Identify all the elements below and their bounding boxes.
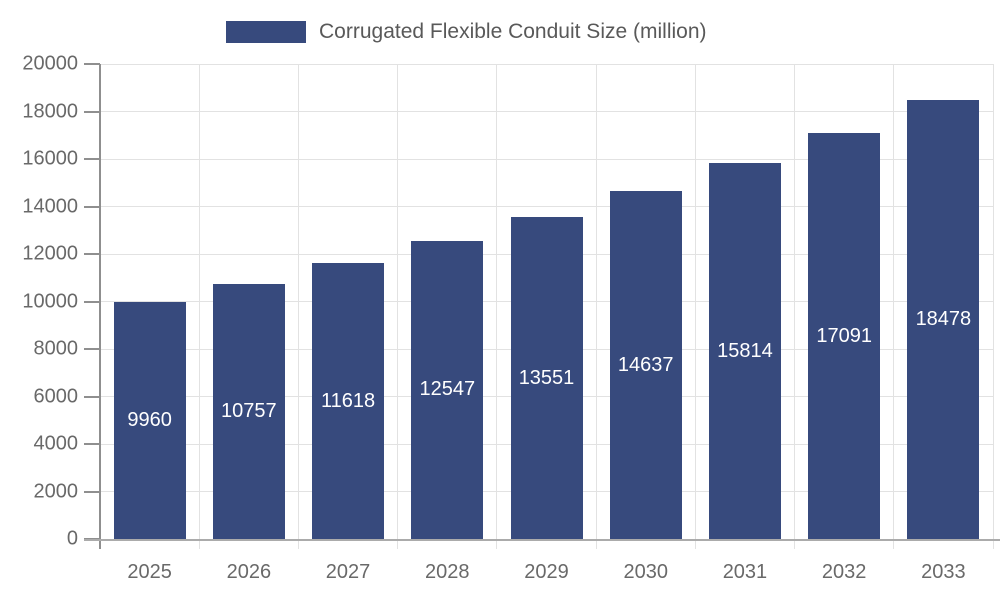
bar: 15814 bbox=[708, 163, 781, 539]
y-axis-tick bbox=[84, 490, 100, 493]
v-gridline bbox=[297, 64, 299, 549]
y-tick-label: 10000 bbox=[22, 290, 78, 312]
bar: 11618 bbox=[312, 263, 385, 539]
x-axis-line bbox=[84, 539, 1000, 541]
y-tick-label: 8000 bbox=[33, 337, 79, 360]
x-tick-label: 2033 bbox=[921, 561, 966, 583]
h-gridline bbox=[100, 158, 993, 160]
bar: 9960 bbox=[113, 302, 186, 539]
y-tick-label: 16000 bbox=[22, 147, 78, 170]
h-gridline bbox=[100, 63, 993, 65]
legend-label: Corrugated Flexible Conduit Size (millio… bbox=[319, 20, 707, 43]
h-gridline bbox=[100, 206, 993, 207]
y-tick-label: 18000 bbox=[22, 100, 78, 122]
y-axis-tick bbox=[84, 348, 100, 350]
x-tick-label: 2029 bbox=[524, 561, 569, 583]
v-gridline bbox=[794, 64, 796, 549]
bar-value-label: 18478 bbox=[915, 308, 972, 331]
y-axis-tick bbox=[84, 158, 100, 160]
y-axis-tick bbox=[84, 443, 100, 445]
bar-value-label: 12547 bbox=[419, 378, 476, 401]
x-tick-label: 2027 bbox=[325, 561, 371, 583]
y-tick-label: 0 bbox=[66, 527, 78, 550]
y-axis-tick bbox=[84, 300, 100, 303]
y-tick-label: 2000 bbox=[33, 480, 79, 502]
bar-value-label: 17091 bbox=[816, 324, 872, 347]
h-gridline bbox=[100, 111, 993, 112]
x-tick-label: 2030 bbox=[623, 561, 668, 583]
y-tick-label: 20000 bbox=[22, 52, 78, 75]
bar-value-label: 15814 bbox=[717, 339, 773, 362]
bar: 10757 bbox=[212, 283, 285, 539]
y-tick-label: 6000 bbox=[33, 385, 79, 407]
x-tick-label: 2031 bbox=[722, 561, 768, 583]
bar-value-label: 9960 bbox=[127, 409, 172, 432]
bar: 12547 bbox=[411, 241, 484, 539]
y-tick-label: 14000 bbox=[22, 195, 78, 217]
bar: 14637 bbox=[609, 191, 682, 539]
bar: 17091 bbox=[808, 133, 881, 539]
y-axis-tick bbox=[84, 395, 100, 398]
y-tick-label: 12000 bbox=[22, 242, 78, 265]
v-gridline bbox=[496, 64, 498, 549]
bar-value-label: 11618 bbox=[320, 389, 376, 412]
y-axis-line bbox=[99, 64, 101, 549]
v-gridline bbox=[595, 64, 597, 549]
y-axis-tick bbox=[84, 63, 100, 65]
bar-value-label: 10757 bbox=[221, 399, 277, 422]
v-gridline bbox=[198, 64, 200, 549]
x-tick-label: 2025 bbox=[127, 561, 172, 583]
v-gridline bbox=[694, 64, 696, 549]
y-axis-tick bbox=[84, 110, 100, 113]
bar: 13551 bbox=[510, 217, 583, 539]
v-gridline bbox=[992, 64, 994, 549]
y-axis-tick bbox=[84, 205, 100, 208]
x-tick-label: 2032 bbox=[821, 561, 867, 583]
bar: 18478 bbox=[907, 100, 980, 539]
legend-swatch bbox=[226, 21, 306, 43]
bar-value-label: 14637 bbox=[617, 353, 674, 376]
v-gridline bbox=[893, 64, 895, 549]
v-gridline bbox=[397, 64, 399, 549]
y-tick-label: 4000 bbox=[33, 432, 79, 455]
legend: Corrugated Flexible Conduit Size (millio… bbox=[226, 20, 707, 43]
x-tick-label: 2028 bbox=[425, 561, 470, 583]
bar-value-label: 13551 bbox=[518, 366, 575, 389]
x-tick-label: 2026 bbox=[226, 561, 272, 583]
y-axis-tick bbox=[84, 253, 100, 255]
